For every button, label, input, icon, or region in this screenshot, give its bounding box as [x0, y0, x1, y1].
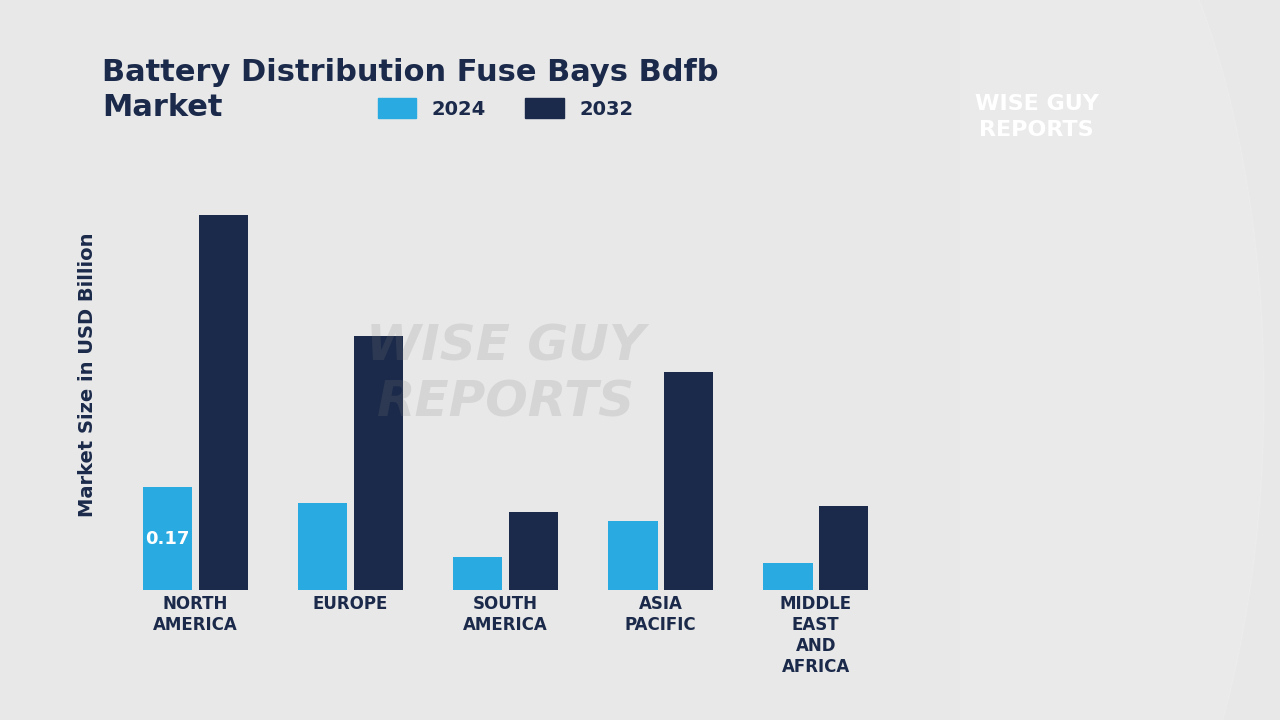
Text: 0.17: 0.17 — [146, 530, 189, 548]
Text: WISE GUY
REPORTS: WISE GUY REPORTS — [975, 94, 1098, 140]
Text: Battery Distribution Fuse Bays Bdfb
Market: Battery Distribution Fuse Bays Bdfb Mark… — [102, 58, 719, 122]
Bar — [143, 487, 192, 590]
Bar — [353, 336, 403, 590]
Bar — [819, 505, 869, 590]
Legend: 2024, 2032: 2024, 2032 — [370, 91, 641, 127]
Text: WISE GUY
REPORTS: WISE GUY REPORTS — [366, 323, 645, 426]
Circle shape — [719, 0, 1265, 720]
Bar — [453, 557, 503, 590]
Bar — [763, 563, 813, 590]
Bar — [298, 503, 347, 590]
Bar — [198, 215, 248, 590]
Bar — [608, 521, 658, 590]
Bar — [664, 372, 713, 590]
Y-axis label: Market Size in USD Billion: Market Size in USD Billion — [78, 232, 97, 517]
Bar — [508, 512, 558, 590]
